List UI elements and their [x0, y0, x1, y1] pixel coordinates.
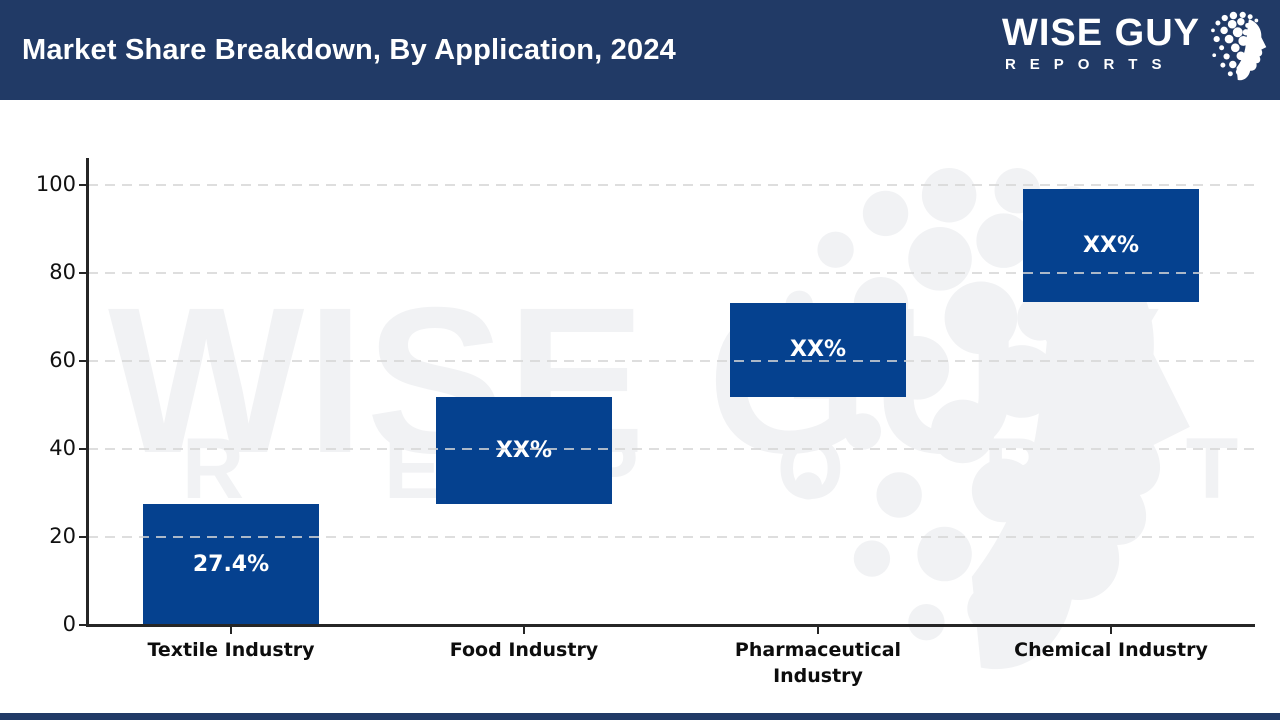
page-title: Market Share Breakdown, By Application, … — [22, 33, 676, 66]
y-tick-label-60: 60 — [49, 348, 76, 372]
bar-value-label: 27.4% — [192, 552, 270, 578]
y-tick-60 — [79, 360, 86, 362]
bar-food-industry: XX% — [436, 397, 612, 505]
header-bar: Market Share Breakdown, By Application, … — [0, 0, 1280, 100]
bar-value-label: XX% — [790, 337, 846, 363]
x-tick-2 — [523, 627, 525, 634]
x-tick-1 — [230, 627, 232, 634]
y-tick-label-80: 80 — [49, 260, 76, 284]
x-tick-4 — [1110, 627, 1112, 634]
y-tick-0 — [79, 624, 86, 626]
y-tick-label-40: 40 — [49, 436, 76, 460]
gridline-20 — [88, 536, 1255, 538]
logo-face-icon — [1208, 6, 1270, 92]
y-tick-label-100: 100 — [35, 172, 76, 196]
x-tick-3 — [817, 627, 819, 634]
bar-chemical-industry: XX% — [1023, 188, 1199, 303]
gridline-100 — [88, 184, 1255, 186]
x-tick-label-1: Textile Industry — [147, 639, 315, 661]
x-axis-line — [86, 624, 1255, 627]
x-tick-label-3: Pharmaceutical Industry — [734, 639, 902, 687]
logo-text-reports: REPORTS — [1004, 56, 1176, 73]
y-tick-label-0: 0 — [62, 612, 76, 636]
gridline-60 — [88, 360, 1255, 362]
bar-value-label: XX% — [496, 438, 552, 464]
wise-guy-logo: WISE GUY REPORTS — [1002, 14, 1200, 73]
bar-textile-industry: 27.4% — [143, 504, 319, 625]
bar-value-label: XX% — [1083, 232, 1139, 258]
y-axis-line — [86, 158, 89, 627]
y-tick-80 — [79, 272, 86, 274]
gridline-40 — [88, 448, 1255, 450]
y-tick-20 — [79, 536, 86, 538]
y-tick-40 — [79, 448, 86, 450]
x-tick-label-2: Food Industry — [449, 639, 599, 661]
logo-text-wise-guy: WISE GUY — [1001, 12, 1200, 54]
gridline-80 — [88, 272, 1255, 274]
y-tick-label-20: 20 — [49, 524, 76, 548]
footer-bar — [0, 713, 1280, 720]
x-tick-label-4: Chemical Industry — [1014, 639, 1208, 661]
y-tick-100 — [79, 184, 86, 186]
bar-pharmaceutical-industry: XX% — [730, 302, 906, 398]
